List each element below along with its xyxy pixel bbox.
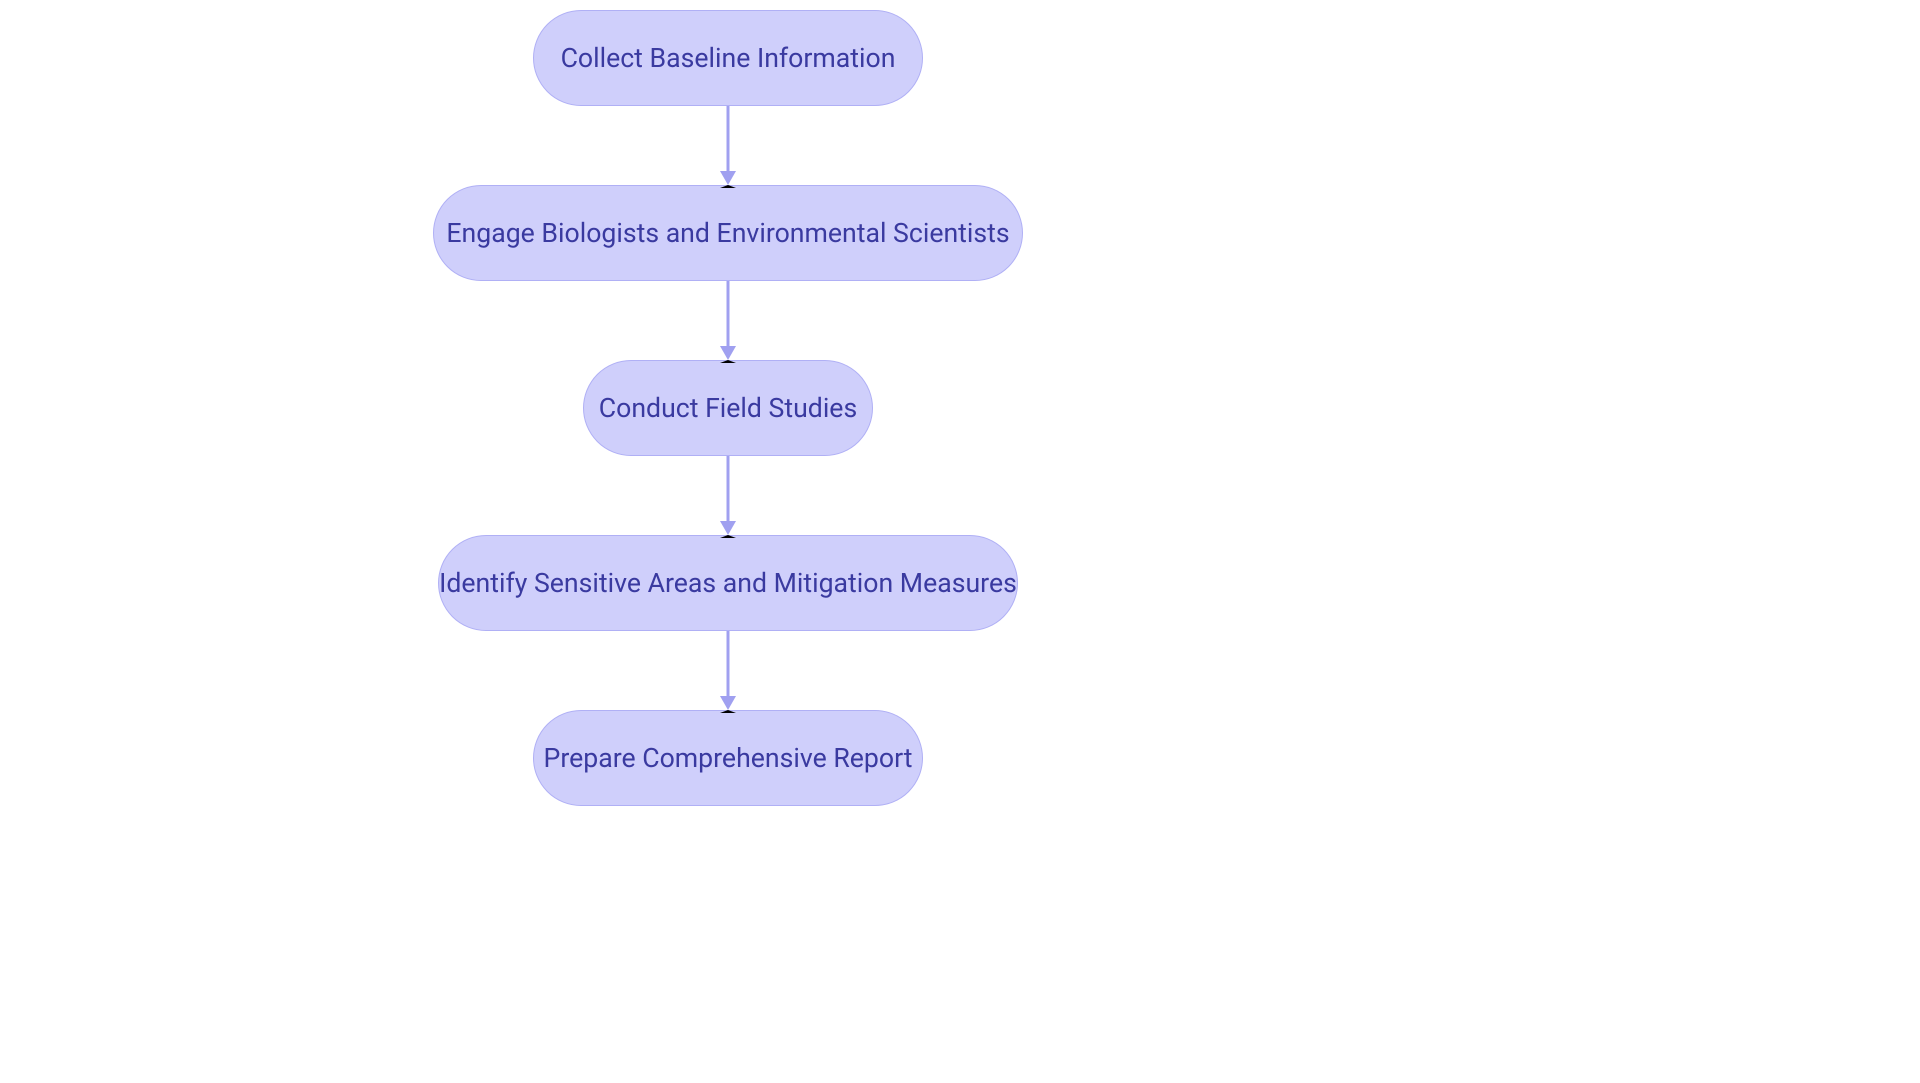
flow-edge <box>727 456 730 523</box>
flow-node: Prepare Comprehensive Report <box>533 710 923 806</box>
flowchart-container: Collect Baseline Information Engage Biolo… <box>0 0 1920 1083</box>
flow-edge <box>727 281 730 348</box>
flow-node-label: Engage Biologists and Environmental Scie… <box>446 217 1009 249</box>
flow-edge-arrow <box>720 521 736 538</box>
flow-node-label: Collect Baseline Information <box>561 42 896 74</box>
flow-node: Identify Sensitive Areas and Mitigation … <box>438 535 1018 631</box>
flow-edge-arrow <box>720 696 736 713</box>
flow-node: Collect Baseline Information <box>533 10 923 106</box>
flow-edge <box>727 631 730 698</box>
flow-node-label: Identify Sensitive Areas and Mitigation … <box>439 567 1017 599</box>
flow-node: Engage Biologists and Environmental Scie… <box>433 185 1023 281</box>
flow-edge <box>727 106 730 173</box>
flow-edge-arrow <box>720 171 736 188</box>
flow-node: Conduct Field Studies <box>583 360 873 456</box>
flow-edge-arrow <box>720 346 736 363</box>
flow-node-label: Prepare Comprehensive Report <box>544 742 913 774</box>
flow-node-label: Conduct Field Studies <box>599 392 857 424</box>
